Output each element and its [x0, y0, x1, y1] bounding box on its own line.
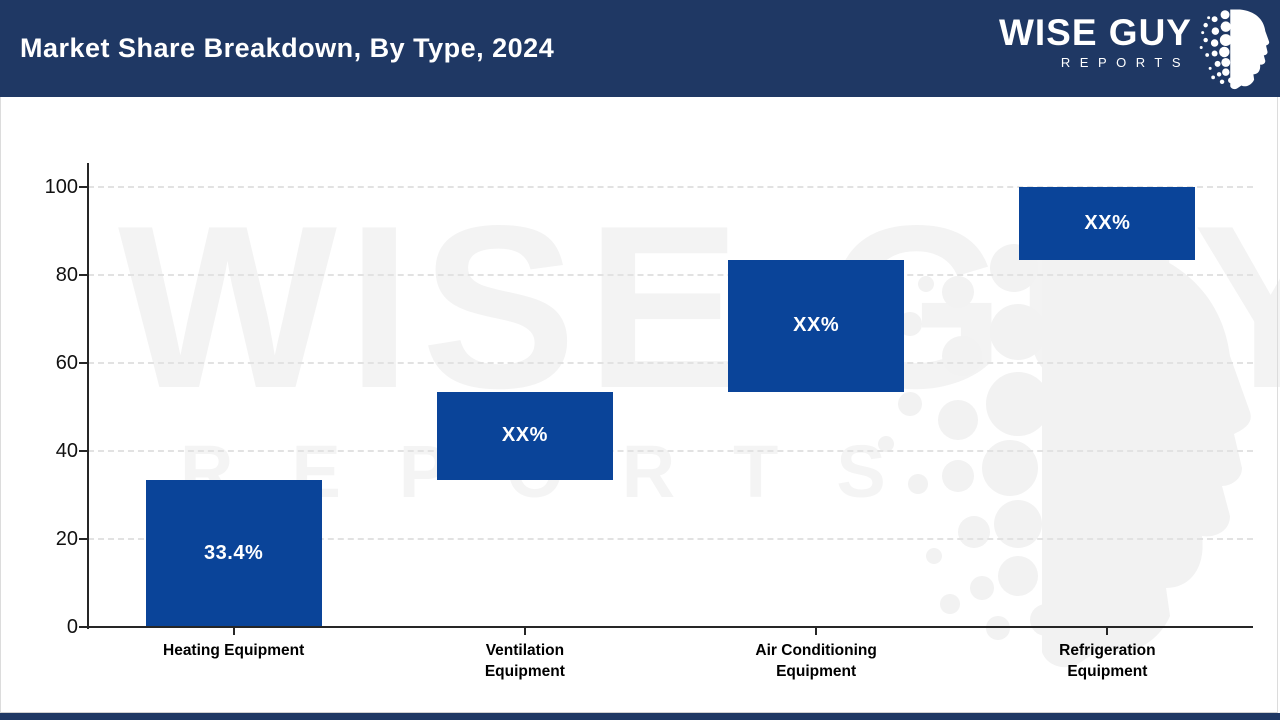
x-category-label-refrigeration-equipment: Refrigeration Equipment	[1059, 642, 1156, 680]
gridline-20	[88, 538, 1253, 540]
y-tick-100	[79, 186, 88, 188]
y-tick-label-40: 40	[55, 440, 78, 462]
y-tick-label-60: 60	[55, 352, 78, 374]
footer-bar	[0, 713, 1280, 720]
header-bar: Market Share Breakdown, By Type, 2024 WI…	[0, 0, 1280, 97]
x-category-label-ventilation-equipment: Ventilation Equipment	[484, 642, 565, 680]
y-tick-label-80: 80	[55, 264, 78, 286]
y-tick-label-0: 0	[66, 616, 78, 638]
x-tick-refrigeration-equipment	[1106, 628, 1109, 635]
x-category-label-air-conditioning-equipment: Air Conditioning Equipment	[755, 642, 877, 680]
gridline-60	[88, 362, 1253, 364]
gridline-100	[88, 186, 1253, 188]
bar-refrigeration-equipment: XX%	[1019, 187, 1196, 260]
logo-dotted-head-icon	[1199, 9, 1270, 90]
bar-value-label-heating-equipment: 33.4%	[204, 542, 264, 564]
x-category-label-heating-equipment: Heating Equipment	[163, 642, 305, 659]
logo-wordmark: WISE GUY	[998, 12, 1192, 53]
y-tick-0	[79, 626, 88, 628]
bar-value-label-ventilation-equipment: XX%	[501, 424, 548, 447]
chart-card	[0, 97, 1278, 713]
page-title: Market Share Breakdown, By Type, 2024	[20, 33, 555, 63]
y-tick-label-100: 100	[44, 176, 78, 198]
logo-reports-text: REPORTS	[1060, 55, 1190, 70]
x-tick-air-conditioning-equipment	[815, 628, 818, 635]
y-tick-80	[79, 274, 88, 276]
y-axis-spine	[87, 163, 89, 629]
gridline-40	[88, 450, 1253, 452]
gridline-80	[88, 274, 1253, 276]
bar-air-conditioning-equipment: XX%	[728, 259, 905, 392]
x-tick-heating-equipment	[232, 628, 235, 635]
bar-heating-equipment: 33.4%	[145, 480, 322, 627]
bar-value-label-refrigeration-equipment: XX%	[1084, 211, 1131, 234]
x-tick-ventilation-equipment	[523, 628, 526, 635]
y-tick-20	[79, 538, 88, 540]
bar-value-label-air-conditioning-equipment: XX%	[793, 314, 840, 337]
y-tick-label-20: 20	[55, 528, 78, 550]
wise-guy-logo: WISE GUY REPORTS	[999, 14, 1192, 70]
bar-ventilation-equipment: XX%	[436, 391, 613, 481]
y-tick-60	[79, 362, 88, 364]
x-axis-line	[87, 626, 1253, 628]
y-tick-40	[79, 450, 88, 452]
